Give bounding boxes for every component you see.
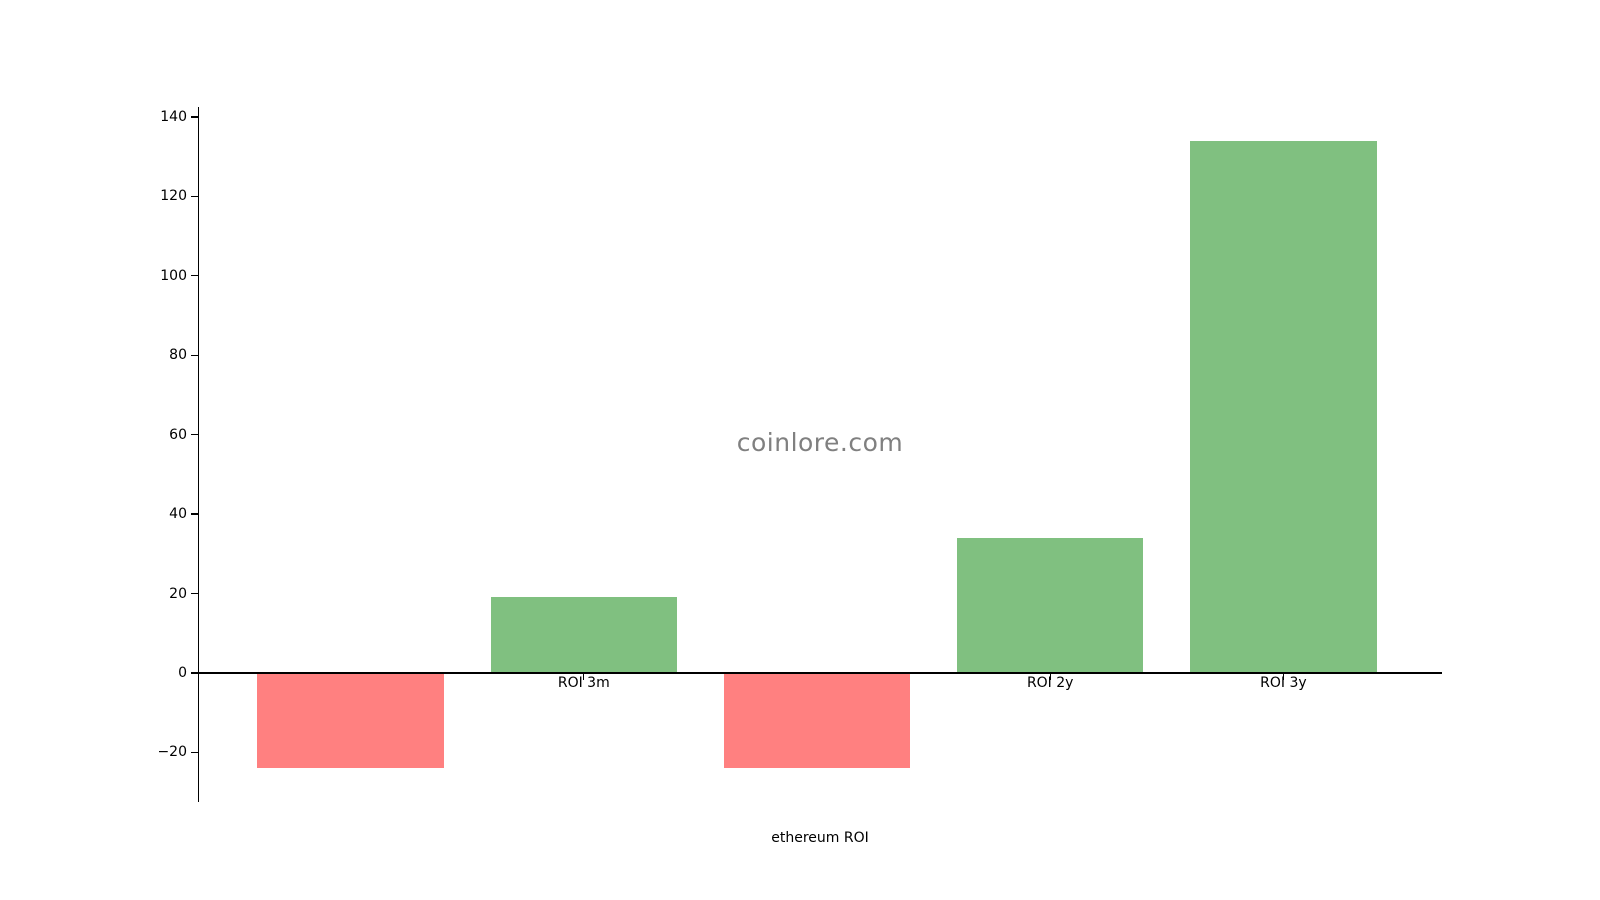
plot-area: 140 120 100 80 60 40 20 0 −20 ROI 3m ROI 2y ROI 3y <box>157 107 1442 802</box>
x-axis-title: ethereum ROI <box>771 830 869 846</box>
y-tick-label: 80 <box>169 347 187 364</box>
y-tick-label: 40 <box>169 506 187 523</box>
x-tick-mark <box>1049 672 1051 680</box>
y-tick-label: 60 <box>169 426 187 443</box>
y-tick-mark <box>191 592 198 595</box>
x-tick-label: ROI 3y <box>1260 674 1307 691</box>
y-tick-mark <box>191 751 198 753</box>
y-axis-spine <box>198 107 200 802</box>
y-tick-label: 20 <box>169 585 187 602</box>
watermark: coinlore.com <box>736 428 904 457</box>
y-tick-label: 140 <box>160 108 187 125</box>
y-tick-label: 0 <box>178 664 187 681</box>
x-tick-mark <box>583 672 585 680</box>
x-axis-line <box>199 672 1442 674</box>
y-tick-mark <box>191 116 198 118</box>
y-tick-label: −20 <box>157 744 187 761</box>
y-tick-mark <box>191 195 198 197</box>
y-tick-mark <box>191 672 198 674</box>
y-tick-mark <box>191 275 198 277</box>
chart-bar-roi-3y <box>1190 140 1377 673</box>
y-tick-mark <box>191 513 198 515</box>
chart-bar-roi-2y <box>956 537 1144 673</box>
y-tick-label: 100 <box>160 267 187 284</box>
y-tick-mark <box>191 354 198 356</box>
x-tick-mark <box>1282 672 1285 680</box>
y-tick-label: 120 <box>160 188 187 205</box>
chart-bar-roi-3m <box>490 597 678 673</box>
chart-bar-2 <box>723 672 911 769</box>
chart-bar-0 <box>257 672 444 769</box>
x-tick-label: ROI 2y <box>1026 674 1074 691</box>
x-tick-label: ROI 3m <box>557 674 610 691</box>
y-tick-mark <box>191 433 198 436</box>
